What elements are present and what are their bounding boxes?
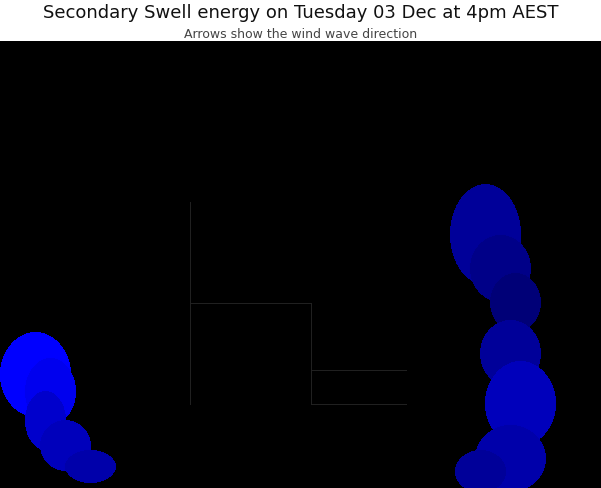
Text: Secondary Swell energy on Tuesday 03 Dec at 4pm AEST: Secondary Swell energy on Tuesday 03 Dec… (43, 4, 558, 22)
Text: Arrows show the wind wave direction: Arrows show the wind wave direction (184, 27, 417, 41)
